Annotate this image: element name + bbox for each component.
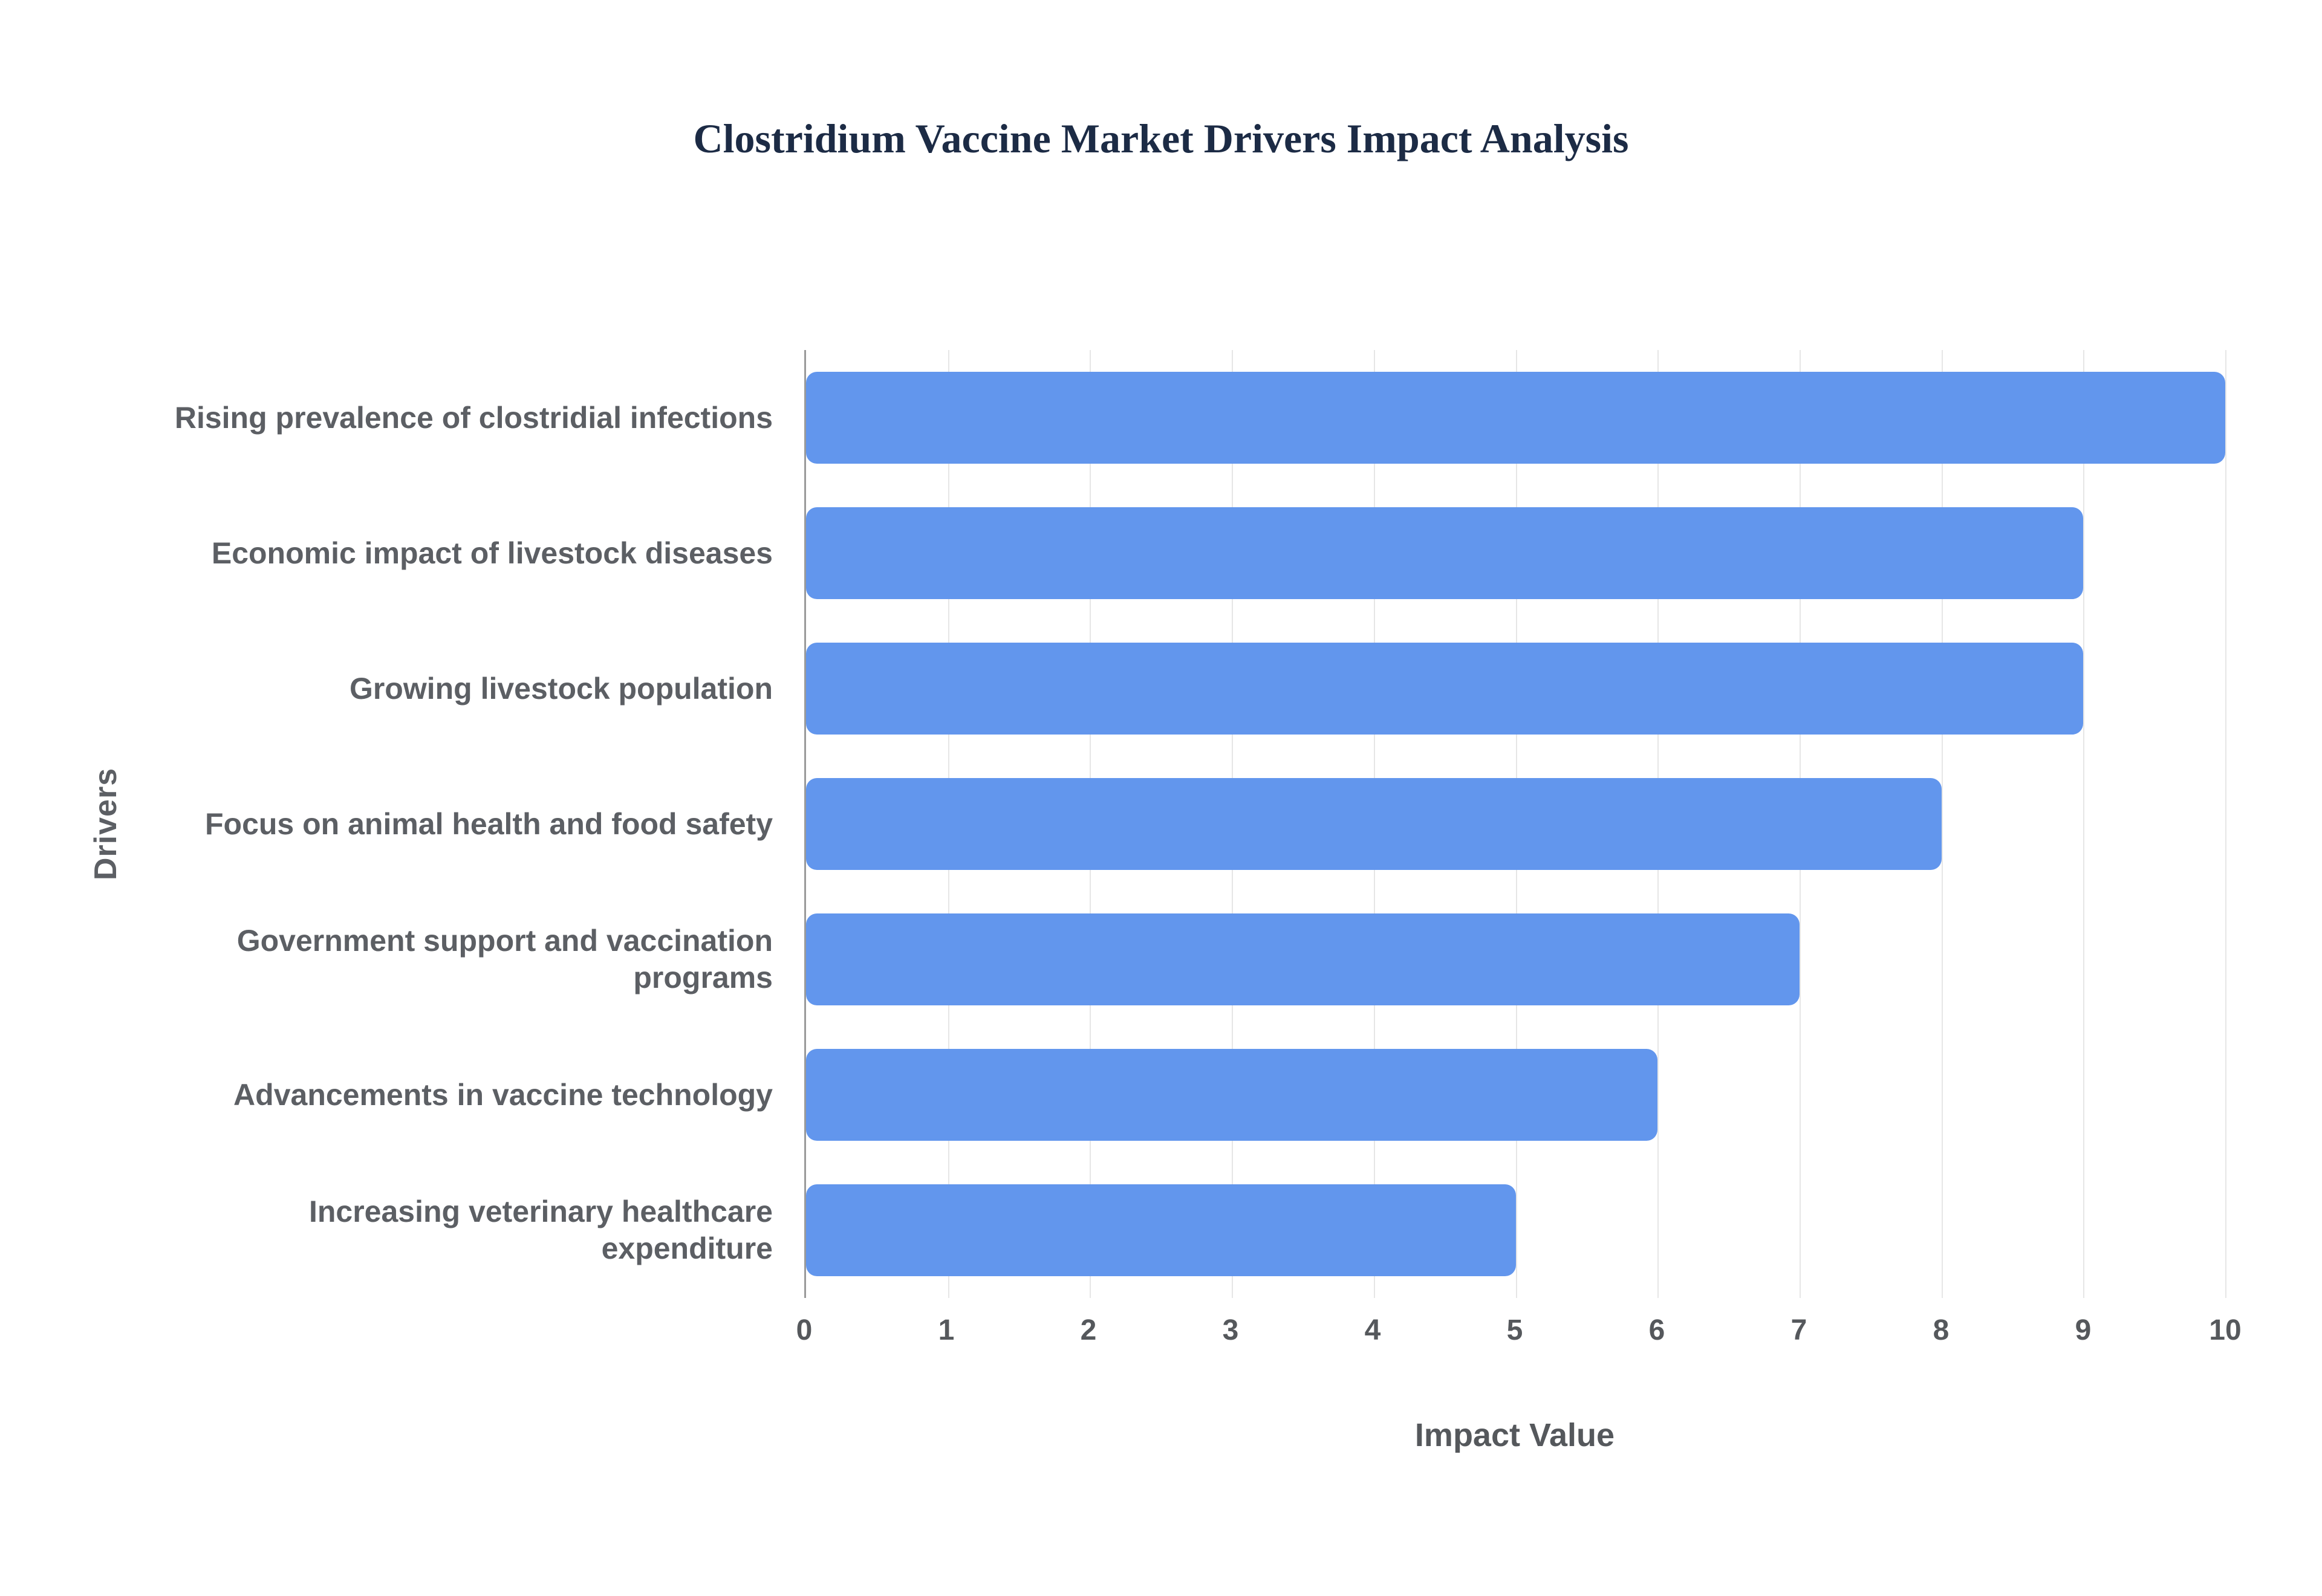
category-label: Increasing veterinary healthcare expendi… (308, 1195, 773, 1265)
bar (806, 372, 2225, 464)
x-tick-label: 2 (1080, 1314, 1097, 1346)
bar-row (806, 350, 2225, 485)
x-axis-title: Impact Value (1414, 1417, 1615, 1453)
category-label: Economic impact of livestock diseases (211, 536, 773, 570)
bar-row (806, 756, 2225, 892)
x-tick-label: 0 (796, 1314, 813, 1346)
plot-area (804, 350, 2226, 1298)
y-axis-title: Drivers (88, 767, 124, 881)
bar-row (806, 892, 2225, 1027)
category-labels: Rising prevalence of clostridial infecti… (151, 350, 804, 1298)
x-tick-label: 4 (1364, 1314, 1381, 1346)
chart-body: Drivers Rising prevalence of clostridial… (0, 163, 2322, 1454)
gridline (2083, 350, 2085, 1298)
bar-row (806, 485, 2225, 621)
bar-row (806, 1163, 2225, 1298)
plot-column: 0 1 2 3 4 5 6 7 8 9 10 Impact Value (796, 350, 2242, 1454)
x-tick-label: 6 (1648, 1314, 1665, 1346)
bar (806, 913, 1800, 1005)
bar-row (806, 1027, 2225, 1163)
x-tick-label: 10 (2209, 1314, 2242, 1346)
bar (806, 1184, 1516, 1276)
x-tick-label: 1 (938, 1314, 955, 1346)
bar (806, 643, 2084, 735)
x-tick-label: 7 (1790, 1314, 1807, 1346)
category-label: Advancements in vaccine technology (233, 1077, 773, 1112)
x-tick-label: 3 (1222, 1314, 1239, 1346)
category-label: Growing livestock population (349, 671, 773, 706)
category-label: Government support and vaccination progr… (236, 924, 773, 994)
x-axis-title-wrap: Impact Value (804, 1416, 2225, 1454)
category-label: Focus on animal health and food safety (204, 806, 773, 841)
bars (806, 350, 2225, 1298)
y-axis-title-column: Drivers (60, 350, 151, 1298)
gridline (1941, 350, 1943, 1298)
x-tick-label: 9 (2075, 1314, 2092, 1346)
gridline (2225, 350, 2226, 1298)
bar (806, 1049, 1658, 1141)
x-tick-label: 5 (1506, 1314, 1523, 1346)
bar (806, 507, 2084, 599)
x-axis: 0 1 2 3 4 5 6 7 8 9 10 (796, 1314, 2242, 1374)
bar-row (806, 621, 2225, 756)
x-tick-label: 8 (1933, 1314, 1950, 1346)
bar-chart: Clostridium Vaccine Market Drivers Impac… (0, 115, 2322, 1454)
bar (806, 778, 1942, 870)
category-label: Rising prevalence of clostridial infecti… (174, 400, 773, 435)
chart-title: Clostridium Vaccine Market Drivers Impac… (693, 115, 1629, 161)
